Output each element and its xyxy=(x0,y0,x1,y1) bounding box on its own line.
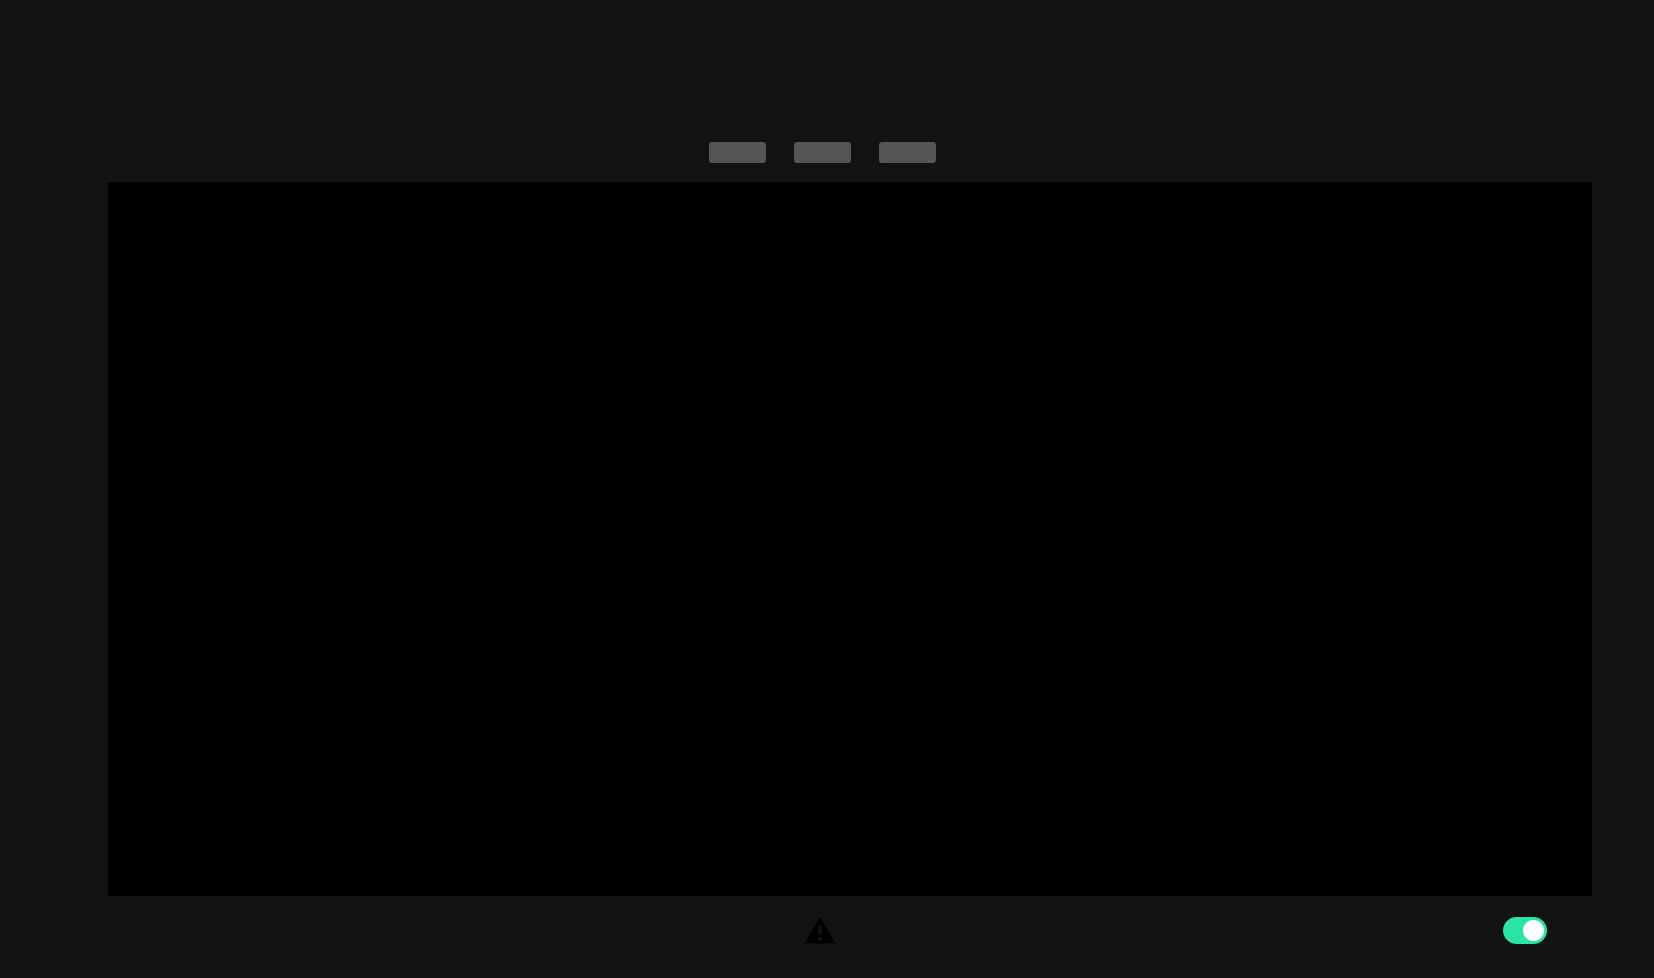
include-all-blocks-toggle[interactable] xyxy=(1503,916,1547,944)
include-all-blocks-control xyxy=(1503,905,1565,955)
warning-triangle-icon xyxy=(804,916,835,943)
chart-canvas[interactable] xyxy=(108,182,1592,896)
legend-swatch-red xyxy=(708,142,766,163)
legend-item-non-mev-boost[interactable] xyxy=(878,142,946,163)
legend-item-ofac-compliant[interactable] xyxy=(708,142,776,163)
legend-item-not-ofac-compliant[interactable] xyxy=(793,142,861,163)
chart-legend xyxy=(0,142,1654,163)
compliance-status-row xyxy=(0,905,1654,955)
non-mev-boost-background xyxy=(108,182,1592,896)
stacked-area-chart[interactable] xyxy=(108,182,1592,896)
legend-swatch-gray xyxy=(878,142,936,163)
legend-swatch-green xyxy=(793,142,851,163)
toggle-knob xyxy=(1523,919,1544,941)
